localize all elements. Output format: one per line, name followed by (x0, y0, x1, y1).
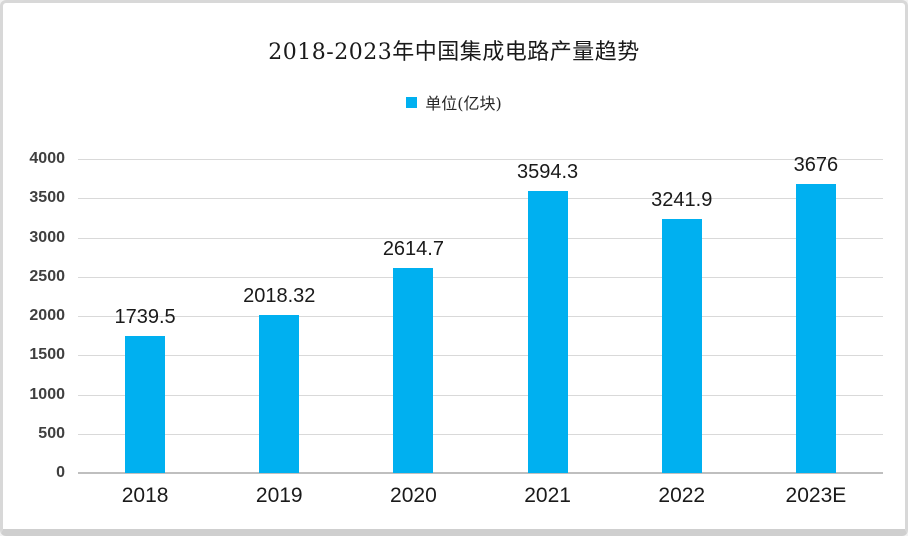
gridline (78, 237, 883, 239)
x-tick-label: 2022 (658, 484, 706, 507)
bar (795, 184, 836, 473)
gridline (78, 316, 883, 317)
legend: 单位(亿块) (3, 90, 905, 114)
x-axis-line (78, 472, 883, 474)
plot-area: 1739.5 2018.32 2614.7 3594.3 3241.9 3676 (78, 154, 883, 474)
bar-value-label: 3594.3 (516, 160, 579, 183)
bar-value-label: 3241.9 (651, 188, 713, 211)
gridline (78, 355, 883, 357)
x-tick-label: 2018 (121, 484, 169, 507)
legend-swatch-icon (406, 96, 418, 108)
y-tick-label: 2000 (29, 307, 65, 324)
x-axis-labels: 2018 2019 2020 2021 2022 2023E (78, 473, 883, 523)
y-axis-labels: 0 500 1000 1500 2000 2500 3000 3500 4000 (3, 150, 65, 481)
gridline (78, 159, 883, 160)
bar (527, 190, 568, 473)
bar-value-label: 1739.5 (114, 306, 176, 329)
x-tick-label: 2021 (524, 484, 571, 507)
bar (125, 336, 166, 473)
y-tick-label: 1500 (29, 346, 65, 364)
bar-value-label: 3676 (793, 154, 839, 177)
bar (393, 267, 434, 473)
gridline (78, 276, 883, 278)
y-tick-label: 3500 (29, 189, 65, 207)
x-tick-label: 2020 (390, 484, 437, 507)
x-tick-label: 2023E (785, 484, 847, 507)
x-tick-label: 2019 (255, 484, 303, 507)
bar (259, 314, 300, 473)
y-tick-label: 500 (38, 424, 65, 442)
bar-value-label: 2614.7 (382, 237, 444, 260)
bar (661, 218, 702, 473)
legend-label: 单位(亿块) (425, 94, 502, 113)
y-tick-label: 3000 (29, 228, 65, 246)
y-tick-label: 2500 (29, 267, 65, 285)
y-tick-label: 1000 (29, 385, 65, 403)
bar-value-label: 2018.32 (243, 284, 316, 307)
y-tick-label: 0 (56, 464, 65, 481)
chart-title: 2018-2023年中国集成电路产量趋势 (268, 40, 640, 65)
y-tick-label: 4000 (29, 150, 65, 167)
gridline (78, 198, 883, 200)
gridline (78, 394, 883, 396)
gridline (78, 433, 883, 435)
